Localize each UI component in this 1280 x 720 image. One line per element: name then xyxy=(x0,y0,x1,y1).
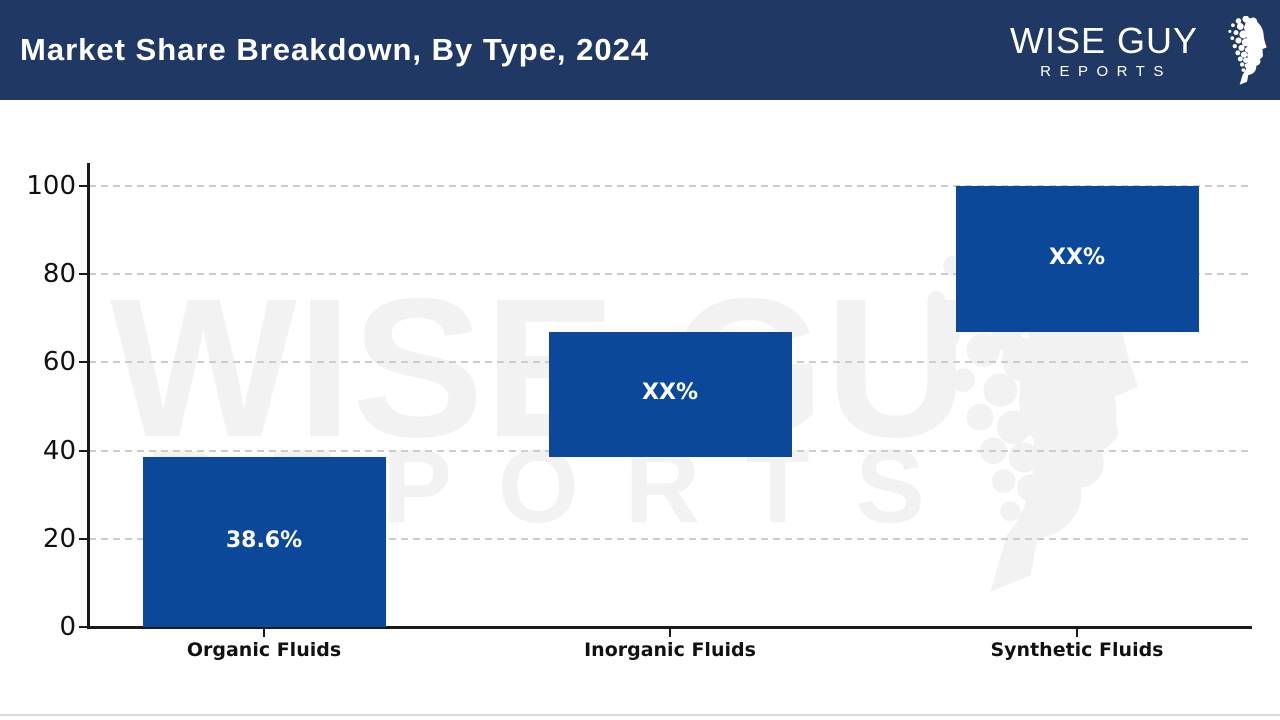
y-tickmark-40 xyxy=(79,449,88,452)
bar-organic-fluids xyxy=(142,456,386,627)
y-tickmark-80 xyxy=(79,273,88,276)
x-tickmark-2 xyxy=(1076,629,1078,637)
header-band: Market Share Breakdown, By Type, 2024 WI… xyxy=(0,0,1280,100)
x-category-label: Inorganic Fluids xyxy=(584,639,756,661)
y-tickmark-60 xyxy=(79,361,88,364)
x-tickmark-1 xyxy=(669,629,671,637)
bar-value-label: XX% xyxy=(1049,244,1105,270)
gridline-100 xyxy=(89,185,1252,187)
y-tick-label-20: 20 xyxy=(42,523,76,554)
wiseguy-logo-text: WISE GUY REPORTS xyxy=(1009,20,1198,81)
x-axis xyxy=(87,626,1252,629)
y-tick-label-60: 60 xyxy=(42,347,76,378)
footer-divider xyxy=(0,714,1280,716)
y-tick-label-40: 40 xyxy=(42,435,76,466)
y-axis xyxy=(87,163,90,629)
y-tickmark-0 xyxy=(79,626,88,628)
y-tick-label-80: 80 xyxy=(42,259,76,290)
x-category-label: Organic Fluids xyxy=(186,639,342,661)
gridline-20 xyxy=(89,537,1252,540)
logo-wordmark: WISE GUY xyxy=(1009,20,1198,61)
y-tick-label-0: 0 xyxy=(59,612,76,642)
x-category-label: Synthetic Fluids xyxy=(990,639,1164,661)
y-tick-label-100: 100 xyxy=(26,171,76,201)
wiseguy-logo: WISE GUY REPORTS xyxy=(1010,5,1268,97)
y-tickmark-20 xyxy=(79,537,88,540)
bar-inorganic-fluids xyxy=(548,331,792,457)
bar-value-label: 38.6% xyxy=(225,527,303,553)
chart-title: Market Share Breakdown, By Type, 2024 xyxy=(20,32,650,67)
plot-area: 0 20 40 60 80 100 38.6% Organic Fluids XX% Inorga… xyxy=(0,100,1280,720)
gridline-80 xyxy=(89,273,1252,276)
wiseguy-face-icon xyxy=(1204,16,1268,86)
x-tickmark-0 xyxy=(263,629,265,637)
logo-subtitle: REPORTS xyxy=(1040,63,1172,80)
y-tickmark-100 xyxy=(79,185,88,187)
bar-value-label: XX% xyxy=(642,380,698,406)
